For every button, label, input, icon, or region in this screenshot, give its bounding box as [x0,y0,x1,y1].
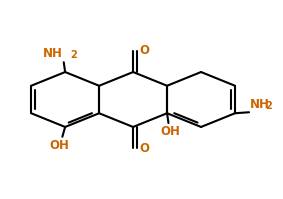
Text: OH: OH [50,139,69,152]
Text: NH: NH [42,47,62,60]
Text: OH: OH [160,125,180,138]
Text: NH: NH [250,98,269,111]
Text: O: O [139,44,149,57]
Text: O: O [139,142,149,155]
Text: 2: 2 [71,50,78,60]
Text: 2: 2 [265,101,272,111]
